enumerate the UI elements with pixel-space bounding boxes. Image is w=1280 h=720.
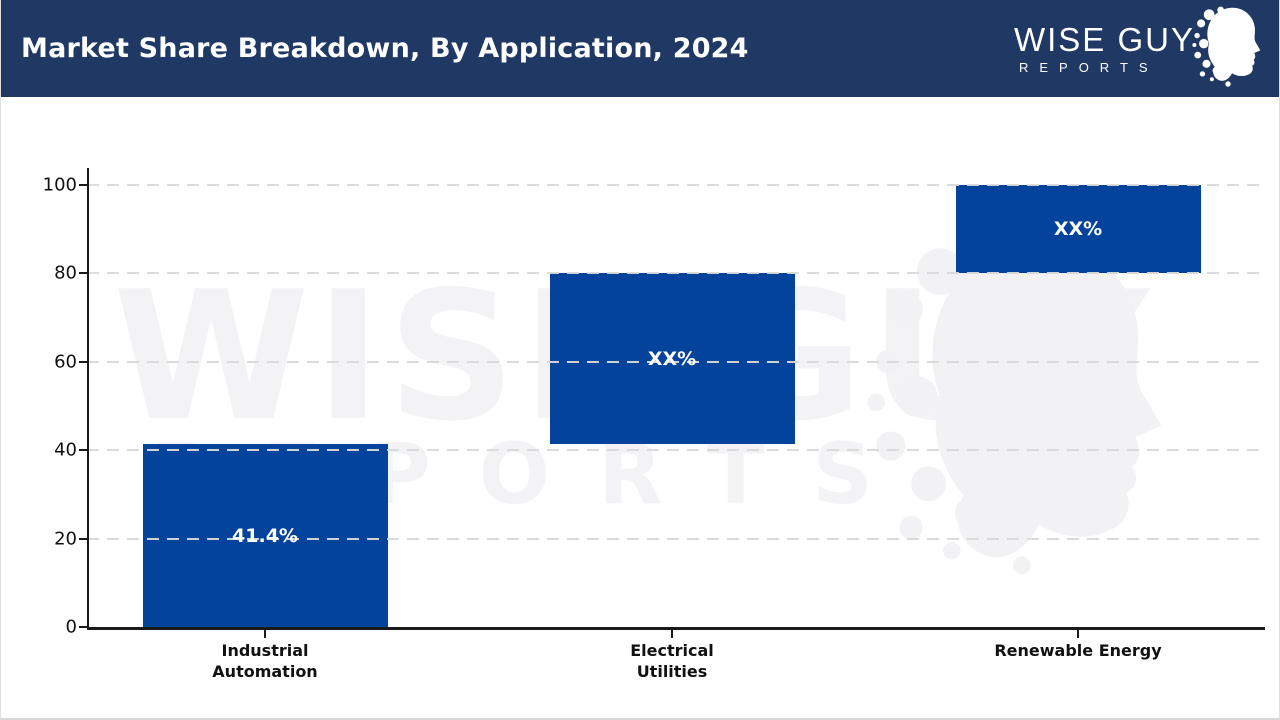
y-axis-tick-label: 0 [65,616,77,638]
category-label: Industrial Automation [212,641,318,681]
gridline [87,360,1265,363]
y-axis-tick-label: 80 [54,262,77,284]
category-label: Renewable Energy [994,641,1162,660]
y-axis-tick-label: 60 [54,351,77,373]
y-axis-tick [79,360,87,363]
bar-value-label: XX% [1053,218,1103,241]
brand-logo: WISE GUY REPORTS [1014,3,1263,95]
brand-logo-text: WISE GUY REPORTS [1013,20,1195,75]
y-axis-tick-label: 20 [54,528,77,550]
bar-value-label: XX% [647,347,697,370]
x-axis-tick [264,630,266,638]
x-axis-tick [1077,630,1079,638]
bar-segment [549,273,795,444]
gridline [87,449,1265,452]
report-title: Market Share Breakdown, By Application, … [21,33,749,64]
category-label: Electrical Utilities [630,641,714,681]
y-axis-line [87,168,89,630]
bar-value-label: 41.4% [232,524,298,547]
brand-head-icon [1189,3,1263,95]
x-axis-line [87,627,1265,630]
gridline [87,537,1265,540]
y-axis-tick [79,537,87,540]
brand-name: WISE GUY [1013,20,1195,58]
y-axis-tick [79,626,87,628]
x-axis-tick [671,630,673,638]
y-axis-tick [79,184,87,186]
gridline [87,184,1265,186]
y-axis-tick-label: 100 [42,174,77,196]
y-axis-tick [79,272,87,275]
header: Market Share Breakdown, By Application, … [1,0,1279,97]
gridline [87,272,1265,275]
y-axis-tick-label: 40 [54,439,77,461]
bar-segment [142,444,388,627]
y-axis-tick [79,449,87,452]
brand-subtitle: REPORTS [1018,59,1159,75]
